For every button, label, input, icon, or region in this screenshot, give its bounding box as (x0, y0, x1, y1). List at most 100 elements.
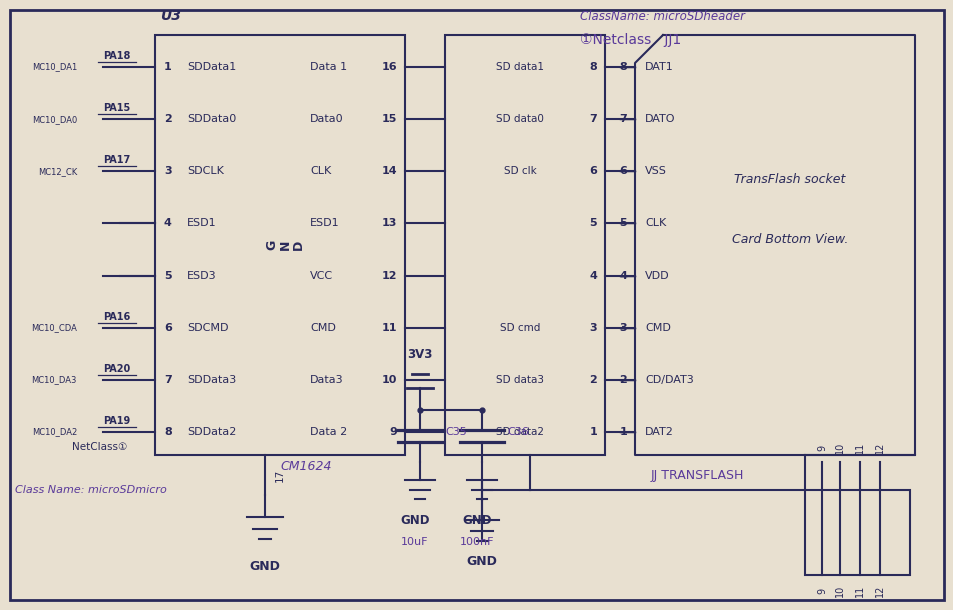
Text: 10: 10 (834, 442, 844, 454)
Text: CMD: CMD (310, 323, 335, 332)
Text: 5: 5 (589, 218, 597, 228)
Text: 13: 13 (381, 218, 396, 228)
Text: PA18: PA18 (103, 51, 131, 61)
Text: 11: 11 (854, 585, 864, 597)
Text: 6: 6 (589, 167, 597, 176)
Text: 100nF: 100nF (459, 537, 494, 547)
Text: CLK: CLK (310, 167, 331, 176)
Text: SDData0: SDData0 (187, 114, 236, 124)
Text: CM1624: CM1624 (280, 460, 331, 473)
Text: 17: 17 (274, 468, 285, 482)
Text: DATO: DATO (644, 114, 675, 124)
Text: 7: 7 (164, 375, 172, 385)
Text: VDD: VDD (644, 271, 669, 281)
Text: SDCMD: SDCMD (187, 323, 229, 332)
Text: PA19: PA19 (103, 416, 131, 426)
Text: MC10_DA2: MC10_DA2 (31, 428, 77, 437)
Text: MC10_DA1: MC10_DA1 (31, 62, 77, 71)
Text: 8: 8 (618, 62, 626, 72)
Text: SD clk: SD clk (503, 167, 536, 176)
Text: Card Bottom View.: Card Bottom View. (731, 234, 847, 246)
Text: MC10_DA0: MC10_DA0 (31, 115, 77, 124)
Text: 3V3: 3V3 (407, 348, 433, 362)
Bar (154, 35, 405, 455)
Text: SD data1: SD data1 (496, 62, 543, 72)
Text: ESD3: ESD3 (187, 271, 216, 281)
Text: ①Netclass   JJ1: ①Netclass JJ1 (579, 33, 680, 47)
Text: PA17: PA17 (103, 156, 131, 165)
Text: SD data3: SD data3 (496, 375, 543, 385)
Text: ESD1: ESD1 (187, 218, 216, 228)
Text: 12: 12 (381, 271, 396, 281)
Text: 3: 3 (618, 323, 626, 332)
Text: G
N
D: G N D (265, 240, 304, 250)
Text: 8: 8 (164, 427, 172, 437)
Text: ESD1: ESD1 (310, 218, 339, 228)
Text: 11: 11 (854, 442, 864, 454)
Text: 10: 10 (381, 375, 396, 385)
Text: Data3: Data3 (310, 375, 343, 385)
Text: Data 2: Data 2 (310, 427, 347, 437)
Text: SDData2: SDData2 (187, 427, 236, 437)
Text: 2: 2 (618, 375, 626, 385)
Text: 6: 6 (618, 167, 626, 176)
Text: CMD: CMD (644, 323, 670, 332)
Text: 9: 9 (816, 588, 826, 594)
Text: 9: 9 (389, 427, 396, 437)
Text: GND: GND (250, 560, 280, 573)
Text: MC10_CDA: MC10_CDA (31, 323, 77, 332)
Text: NetClass①: NetClass① (71, 442, 127, 452)
Bar (444, 35, 604, 455)
Text: 14: 14 (381, 167, 396, 176)
Text: 5: 5 (164, 271, 172, 281)
Text: 4: 4 (618, 271, 626, 281)
Text: 5: 5 (618, 218, 626, 228)
Text: PA16: PA16 (103, 312, 131, 321)
Text: 2: 2 (589, 375, 597, 385)
Text: Data 1: Data 1 (310, 62, 347, 72)
Text: GND: GND (400, 514, 429, 527)
Text: 10uF: 10uF (401, 537, 428, 547)
Text: SD cmd: SD cmd (499, 323, 539, 332)
Text: 4: 4 (164, 218, 172, 228)
Text: 7: 7 (618, 114, 626, 124)
Text: MC10_DA3: MC10_DA3 (31, 375, 77, 384)
Text: SDData1: SDData1 (187, 62, 236, 72)
Text: MC12_CK: MC12_CK (38, 167, 77, 176)
Text: GND: GND (466, 555, 497, 568)
Text: C36: C36 (506, 427, 528, 437)
Text: VSS: VSS (644, 167, 666, 176)
Text: DAT2: DAT2 (644, 427, 673, 437)
Text: SDCLK: SDCLK (187, 167, 224, 176)
Text: 12: 12 (874, 442, 884, 454)
Text: 15: 15 (381, 114, 396, 124)
Text: CD/DAT3: CD/DAT3 (644, 375, 693, 385)
Text: U3: U3 (160, 9, 181, 23)
Text: Class Name: microSDmicro: Class Name: microSDmicro (15, 485, 167, 495)
Text: SD data0: SD data0 (496, 114, 543, 124)
Text: 16: 16 (381, 62, 396, 72)
Text: SD data2: SD data2 (496, 427, 543, 437)
Text: 1: 1 (589, 427, 597, 437)
Text: 3: 3 (164, 167, 172, 176)
Text: C35: C35 (444, 427, 466, 437)
Text: JJ TRANSFLASH: JJ TRANSFLASH (650, 469, 743, 482)
Bar (804, 490, 909, 575)
Text: 1: 1 (618, 427, 626, 437)
Text: SDData3: SDData3 (187, 375, 236, 385)
Text: 8: 8 (589, 62, 597, 72)
Text: 6: 6 (164, 323, 172, 332)
Text: VCC: VCC (310, 271, 333, 281)
Text: ClassName: microSDheader: ClassName: microSDheader (579, 10, 744, 24)
Text: GND: GND (462, 514, 491, 527)
Text: TransFlash socket: TransFlash socket (734, 173, 844, 187)
Text: 7: 7 (589, 114, 597, 124)
Text: PA20: PA20 (103, 364, 131, 374)
Text: 9: 9 (816, 445, 826, 451)
Text: 10: 10 (834, 585, 844, 597)
Text: 2: 2 (164, 114, 172, 124)
Text: 4: 4 (589, 271, 597, 281)
Text: CLK: CLK (644, 218, 665, 228)
Text: DAT1: DAT1 (644, 62, 673, 72)
Text: 12: 12 (874, 585, 884, 597)
